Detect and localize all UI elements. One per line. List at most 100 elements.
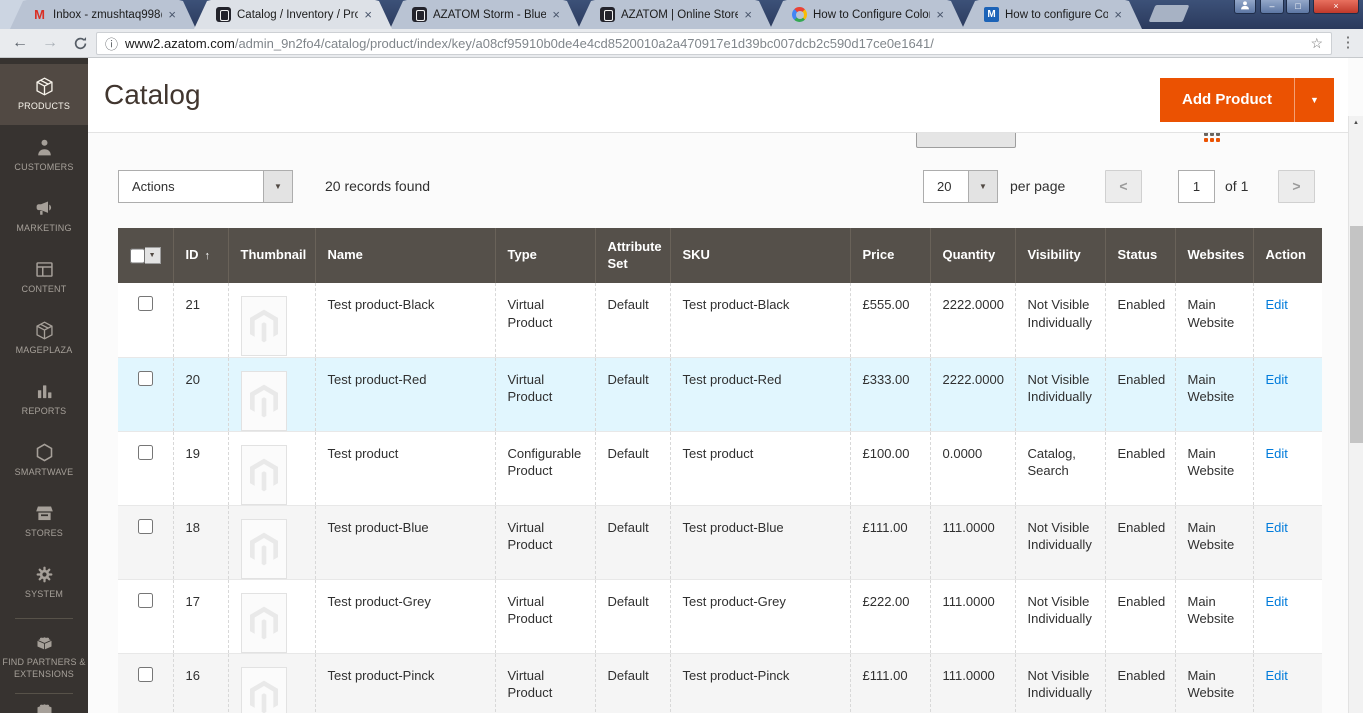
sku-value: Test product-Red bbox=[682, 371, 782, 387]
column-header-websites[interactable]: Websites bbox=[1174, 228, 1253, 283]
tab-close-icon[interactable]: × bbox=[1114, 7, 1122, 22]
row-checkbox[interactable] bbox=[137, 592, 153, 608]
select-all-checkbox[interactable] bbox=[130, 247, 145, 264]
page-number-input[interactable] bbox=[1178, 170, 1215, 203]
sidebar-item-label: SMARTWAVE bbox=[14, 467, 74, 478]
tab-close-icon[interactable]: × bbox=[936, 7, 944, 22]
admin-sidebar: PRODUCTS CUSTOMERS MARKETING CONTENT MAG… bbox=[0, 58, 88, 713]
product-thumbnail-placeholder bbox=[240, 666, 287, 713]
reload-button[interactable] bbox=[68, 32, 92, 55]
edit-link[interactable]: Edit bbox=[1265, 667, 1288, 683]
cell-quantity: 111.0000 bbox=[929, 579, 1015, 654]
column-header-price[interactable]: Price bbox=[849, 228, 930, 283]
id-value: 20 bbox=[185, 371, 200, 387]
url-bar[interactable]: ⓘ www2.azatom.com /admin_9n2fo4/catalog/… bbox=[96, 32, 1332, 55]
sidebar-item-find-partners[interactable]: FIND PARTNERS & EXTENSIONS bbox=[0, 624, 88, 688]
tab-google-search[interactable]: How to Configure Color × bbox=[770, 0, 964, 29]
sidebar-item-marketing[interactable]: MARKETING bbox=[0, 186, 88, 247]
column-header-status[interactable]: Status bbox=[1104, 228, 1175, 283]
column-header-sku[interactable]: SKU bbox=[669, 228, 850, 283]
select-arrow-icon[interactable]: ▼ bbox=[263, 171, 292, 202]
total-pages-label: of 1 bbox=[1225, 178, 1249, 194]
back-button[interactable]: ← bbox=[8, 32, 32, 55]
tab-title: How to configure Color S bbox=[1005, 8, 1109, 21]
page-header: Catalog Add Product ▼ bbox=[88, 58, 1348, 133]
name-value: Test product bbox=[327, 445, 399, 461]
next-page-button[interactable]: > bbox=[1278, 170, 1315, 203]
tab-azatom-storm[interactable]: AZATOM Storm - Blueto × bbox=[390, 0, 580, 29]
sidebar-item-stores[interactable]: STORES bbox=[0, 491, 88, 552]
column-header-attribute-set[interactable]: Attribute Set bbox=[594, 228, 670, 283]
column-header-quantity[interactable]: Quantity bbox=[929, 228, 1015, 283]
edit-link[interactable]: Edit bbox=[1265, 445, 1288, 461]
row-checkbox[interactable] bbox=[137, 518, 153, 534]
column-header-id[interactable]: ID ↑ bbox=[172, 228, 228, 283]
tab-close-icon[interactable]: × bbox=[744, 7, 752, 22]
column-header-action[interactable]: Action bbox=[1252, 228, 1322, 283]
column-header-type[interactable]: Type bbox=[494, 228, 595, 283]
select-arrow-icon[interactable]: ▼ bbox=[968, 171, 997, 202]
scrollbar-thumb[interactable] bbox=[1350, 226, 1363, 443]
column-label: Visibility bbox=[1027, 247, 1081, 263]
sidebar-divider bbox=[15, 693, 73, 694]
per-page-select[interactable]: 20 ▼ bbox=[923, 170, 998, 203]
tab-gmail-inbox[interactable]: M Inbox - zmushtaq998@g × bbox=[10, 0, 196, 29]
column-header-name[interactable]: Name bbox=[314, 228, 495, 283]
table-row: 19 Test product Configurable Product Def… bbox=[118, 431, 1322, 506]
sidebar-item-products[interactable]: PRODUCTS bbox=[0, 64, 88, 125]
cell-websites: Main Website bbox=[1174, 653, 1253, 713]
sidebar-item-content[interactable]: CONTENT bbox=[0, 247, 88, 308]
forward-button[interactable]: → bbox=[38, 32, 62, 55]
add-product-button[interactable]: Add Product bbox=[1182, 91, 1272, 108]
sidebar-item-smartwave[interactable]: SMARTWAVE bbox=[0, 430, 88, 491]
cell-sku: Test product-Black bbox=[669, 283, 850, 358]
window-maximize-button[interactable]: □ bbox=[1286, 0, 1310, 14]
sidebar-item-partial[interactable] bbox=[0, 699, 88, 713]
tab-catalog-inventory[interactable]: Catalog / Inventory / Pro × bbox=[194, 0, 392, 29]
bookmark-star-icon[interactable]: ☆ bbox=[1310, 35, 1323, 51]
edit-link[interactable]: Edit bbox=[1265, 593, 1288, 609]
sidebar-item-label: FIND PARTNERS & EXTENSIONS bbox=[2, 656, 86, 679]
quantity-value: 2222.0000 bbox=[942, 297, 1004, 312]
new-tab-button[interactable] bbox=[1148, 5, 1190, 22]
actions-select[interactable]: Actions ▼ bbox=[118, 170, 293, 203]
tab-close-icon[interactable]: × bbox=[552, 7, 560, 22]
window-minimize-button[interactable]: – bbox=[1260, 0, 1284, 14]
row-checkbox[interactable] bbox=[137, 444, 153, 460]
tab-azatom-store[interactable]: AZATOM | Online Store × bbox=[578, 0, 772, 29]
scroll-up-icon[interactable]: ▲ bbox=[1353, 120, 1359, 126]
window-close-button[interactable]: × bbox=[1313, 0, 1359, 14]
profile-button[interactable] bbox=[1234, 0, 1256, 14]
attribute-set-value: Default bbox=[607, 593, 649, 609]
product-thumbnail-placeholder bbox=[240, 444, 287, 505]
sidebar-divider bbox=[15, 618, 73, 619]
chevron-down-icon: ▼ bbox=[148, 252, 156, 259]
edit-link[interactable]: Edit bbox=[1265, 371, 1288, 387]
sidebar-item-reports[interactable]: REPORTS bbox=[0, 369, 88, 430]
sidebar-item-system[interactable]: SYSTEM bbox=[0, 552, 88, 613]
columns-control-icon[interactable] bbox=[1202, 124, 1224, 146]
cell-type: Virtual Product bbox=[494, 653, 595, 713]
price-value: £111.00 bbox=[862, 667, 908, 683]
vertical-scrollbar[interactable]: ▲ bbox=[1348, 116, 1363, 713]
price-value: £222.00 bbox=[862, 593, 910, 609]
tab-magento-docs[interactable]: M How to configure Color S × bbox=[962, 0, 1142, 29]
select-all-dropdown[interactable]: ▼ bbox=[144, 247, 161, 264]
previous-page-button[interactable]: < bbox=[1105, 170, 1142, 203]
column-header-visibility[interactable]: Visibility bbox=[1014, 228, 1105, 283]
browser-menu-icon[interactable]: ⋮ bbox=[1340, 34, 1356, 51]
add-product-dropdown-toggle[interactable]: ▼ bbox=[1294, 78, 1334, 122]
tab-close-icon[interactable]: × bbox=[168, 7, 176, 22]
row-checkbox[interactable] bbox=[137, 370, 153, 386]
column-header-thumbnail[interactable]: Thumbnail bbox=[227, 228, 315, 283]
edit-link[interactable]: Edit bbox=[1265, 519, 1288, 535]
cell-id: 20 bbox=[172, 357, 228, 432]
sidebar-item-mageplaza[interactable]: MAGEPLAZA bbox=[0, 308, 88, 369]
status-value: Enabled bbox=[1117, 445, 1166, 461]
row-checkbox[interactable] bbox=[137, 296, 153, 311]
row-checkbox[interactable] bbox=[137, 666, 153, 682]
page-info-icon[interactable]: ⓘ bbox=[105, 37, 119, 52]
tab-close-icon[interactable]: × bbox=[364, 7, 372, 22]
sidebar-item-customers[interactable]: CUSTOMERS bbox=[0, 125, 88, 186]
edit-link[interactable]: Edit bbox=[1265, 297, 1288, 312]
